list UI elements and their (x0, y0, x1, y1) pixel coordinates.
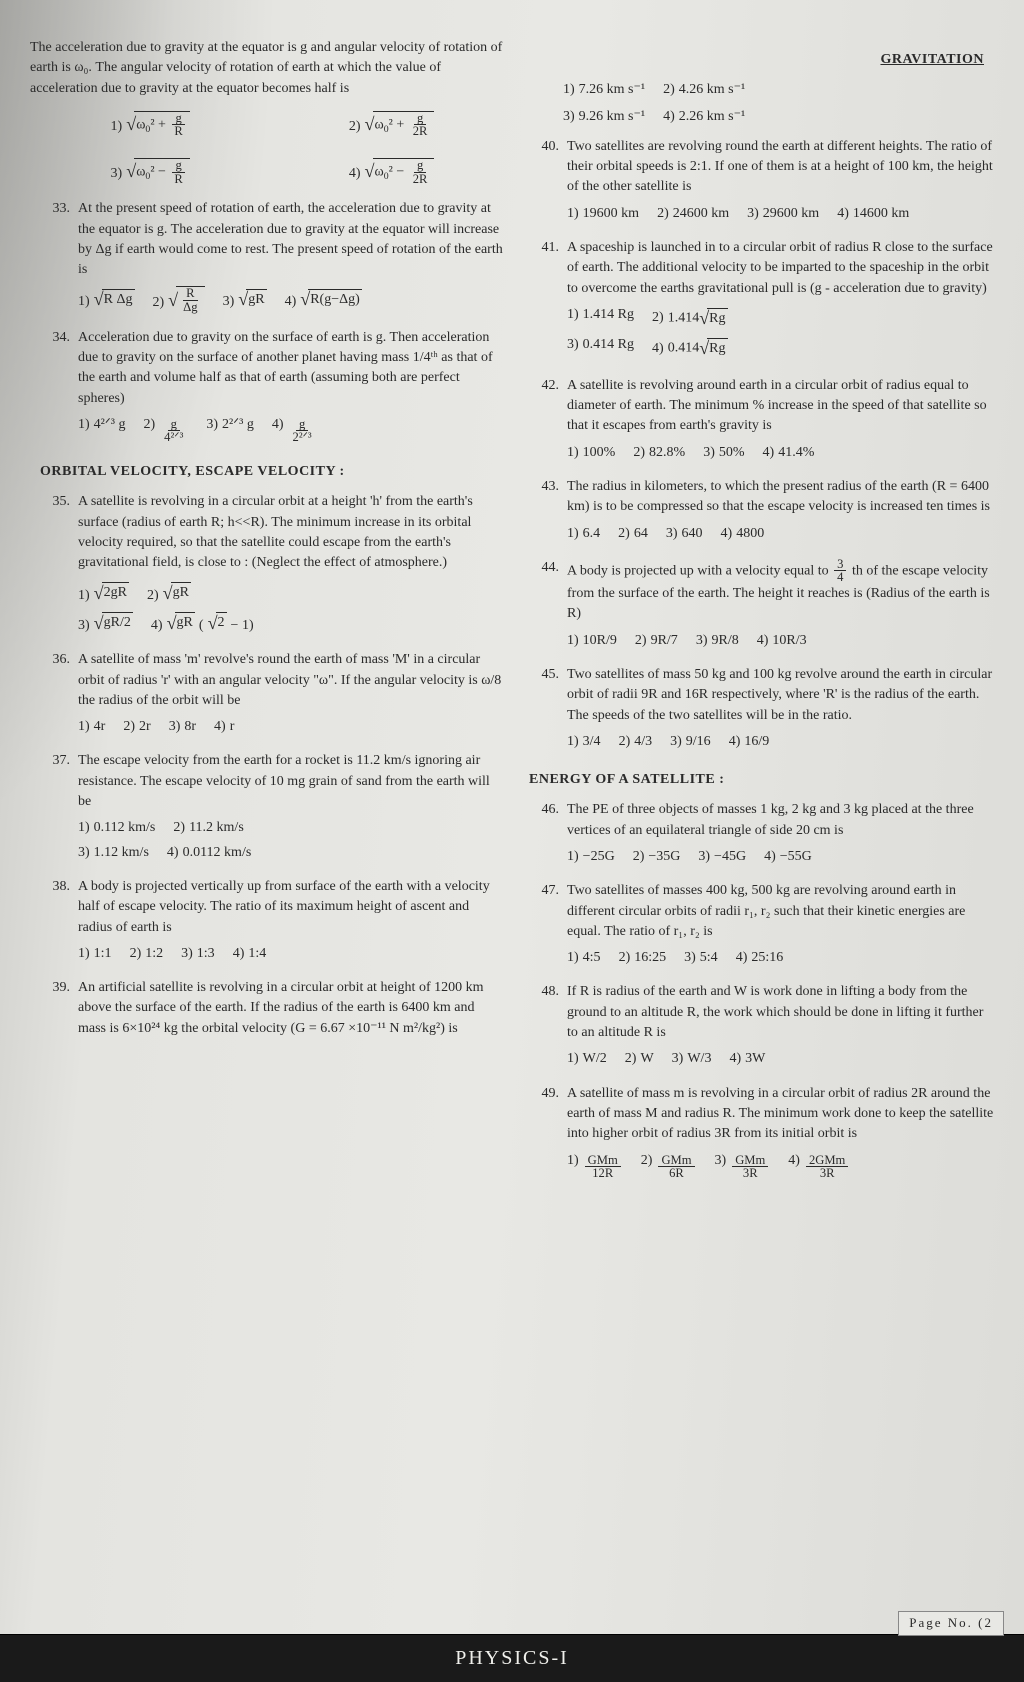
gravitation-header: GRAVITATION (529, 50, 984, 70)
subject-label: PHYSICS-I (455, 1644, 569, 1673)
q44: 44. A body is projected up with a veloci… (529, 558, 994, 651)
q37: 37. The escape velocity from the earth f… (40, 751, 505, 862)
q35: 35. A satellite is revolving in a circul… (40, 492, 505, 636)
q41: 41. A spaceship is launched in to a circ… (529, 238, 994, 362)
page-footer: Page No. (2 PHYSICS-I (0, 1634, 1024, 1682)
q43: 43. The radius in kilometers, to which t… (529, 477, 994, 544)
q39: 39. An artificial satellite is revolving… (40, 978, 505, 1045)
q36: 36. A satellite of mass 'm' revolve's ro… (40, 650, 505, 737)
q49: 49. A satellite of mass m is revolving i… (529, 1084, 994, 1180)
orbital-velocity-heading: ORBITAL VELOCITY, ESCAPE VELOCITY : (40, 462, 505, 482)
q47: 47. Two satellites of masses 400 kg, 500… (529, 881, 994, 968)
q40: 40. Two satellites are revolving round t… (529, 137, 994, 224)
q32-options: 1) √ω0² + gR 2) √ω0² + g2R (40, 111, 505, 138)
q33: 33. At the present speed of rotation of … (40, 199, 505, 313)
q34: 34. Acceleration due to gravity on the s… (40, 328, 505, 444)
q42: 42. A satellite is revolving around eart… (529, 376, 994, 463)
q38: 38. A body is projected vertically up fr… (40, 877, 505, 964)
q32-stem: The acceleration due to gravity at the e… (30, 38, 505, 99)
q40pre-options-2: 3)9.26 km s⁻¹ 4)2.26 km s⁻¹ (563, 107, 994, 127)
q32-options-row2: 3) √ω0² − gR 4) √ω0² − g2R (40, 158, 505, 185)
energy-satellite-heading: ENERGY OF A SATELLITE : (529, 770, 994, 790)
q46: 46. The PE of three objects of masses 1 … (529, 800, 994, 867)
q48: 48. If R is radius of the earth and W is… (529, 982, 994, 1069)
q40pre-options: 1)7.26 km s⁻¹ 2)4.26 km s⁻¹ (563, 80, 994, 100)
q45: 45. Two satellites of mass 50 kg and 100… (529, 665, 994, 752)
